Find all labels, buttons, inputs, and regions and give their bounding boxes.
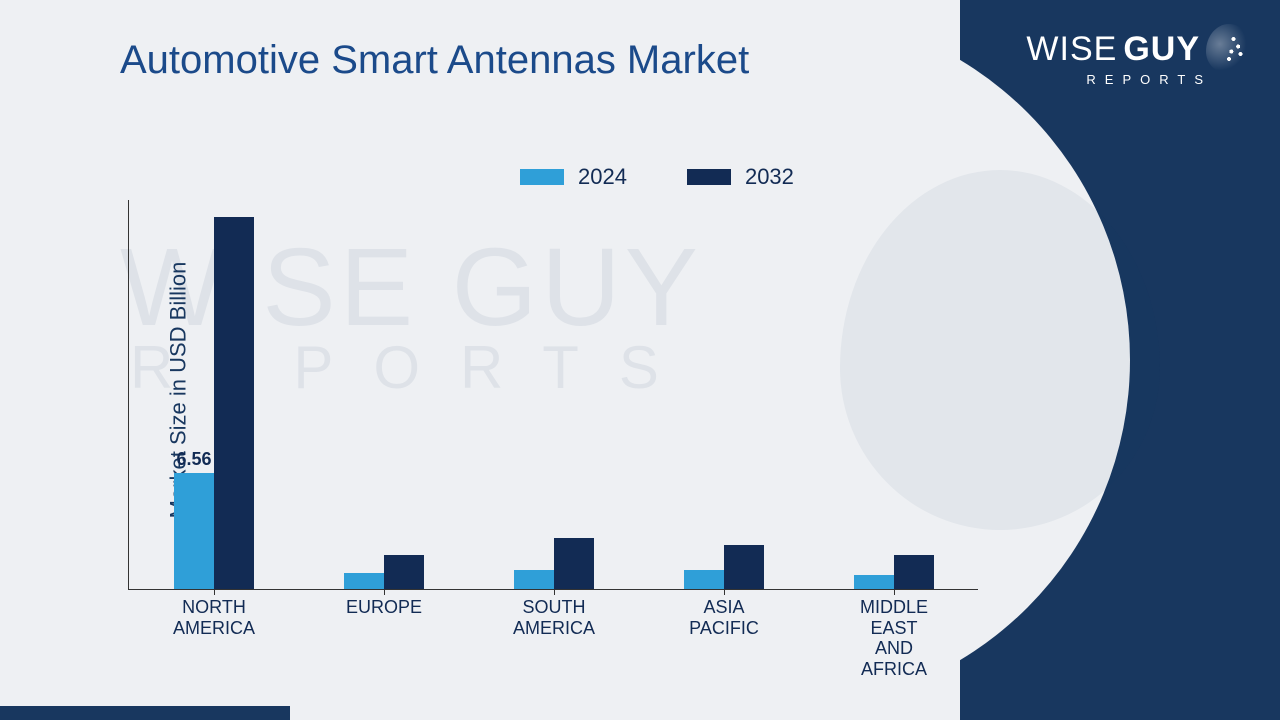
legend-swatch (687, 169, 731, 185)
x-tick (214, 589, 215, 595)
x-tick (554, 589, 555, 595)
bar-value-label: 6.56 (176, 449, 211, 470)
chart-title: Automotive Smart Antennas Market (120, 38, 749, 83)
bar-2024 (854, 575, 894, 589)
bar-2024: 6.56 (174, 473, 214, 589)
logo-text-1: WISE (1026, 30, 1117, 69)
bar-group: ASIAPACIFIC (639, 545, 809, 589)
brand-logo: WISE GUY REPORTS (1026, 24, 1252, 87)
plot-area: 6.56NORTHAMERICAEUROPESOUTHAMERICAASIAPA… (128, 200, 978, 590)
chart-legend: 2024 2032 (520, 164, 794, 190)
logo-text-2: GUY (1123, 30, 1200, 69)
legend-swatch (520, 169, 564, 185)
legend-item: 2032 (687, 164, 794, 190)
x-axis-label: NORTHAMERICA (129, 597, 299, 638)
bar-group: EUROPE (299, 555, 469, 589)
bar-2032 (554, 538, 594, 589)
x-axis-label: SOUTHAMERICA (469, 597, 639, 638)
bar-group: 6.56NORTHAMERICA (129, 217, 299, 589)
x-axis-label: EUROPE (299, 597, 469, 618)
x-axis-label: ASIAPACIFIC (639, 597, 809, 638)
x-tick (894, 589, 895, 595)
bar-2032 (894, 555, 934, 589)
bottom-accent-bar (0, 706, 290, 720)
x-tick (384, 589, 385, 595)
bar-group: SOUTHAMERICA (469, 538, 639, 589)
bar-2024 (684, 570, 724, 590)
bar-2032 (384, 555, 424, 589)
logo-head-icon (1206, 24, 1252, 74)
bar-2032 (724, 545, 764, 589)
legend-label: 2024 (578, 164, 627, 190)
bar-2024 (344, 573, 384, 589)
bar-2024 (514, 570, 554, 590)
x-tick (724, 589, 725, 595)
legend-item: 2024 (520, 164, 627, 190)
x-axis-label: MIDDLEEASTANDAFRICA (809, 597, 979, 680)
legend-label: 2032 (745, 164, 794, 190)
bar-2032 (214, 217, 254, 589)
bar-group: MIDDLEEASTANDAFRICA (809, 555, 979, 589)
chart-area: Market Size in USD Billion 6.56NORTHAMER… (100, 190, 980, 590)
logo-subtext: REPORTS (1026, 72, 1252, 87)
